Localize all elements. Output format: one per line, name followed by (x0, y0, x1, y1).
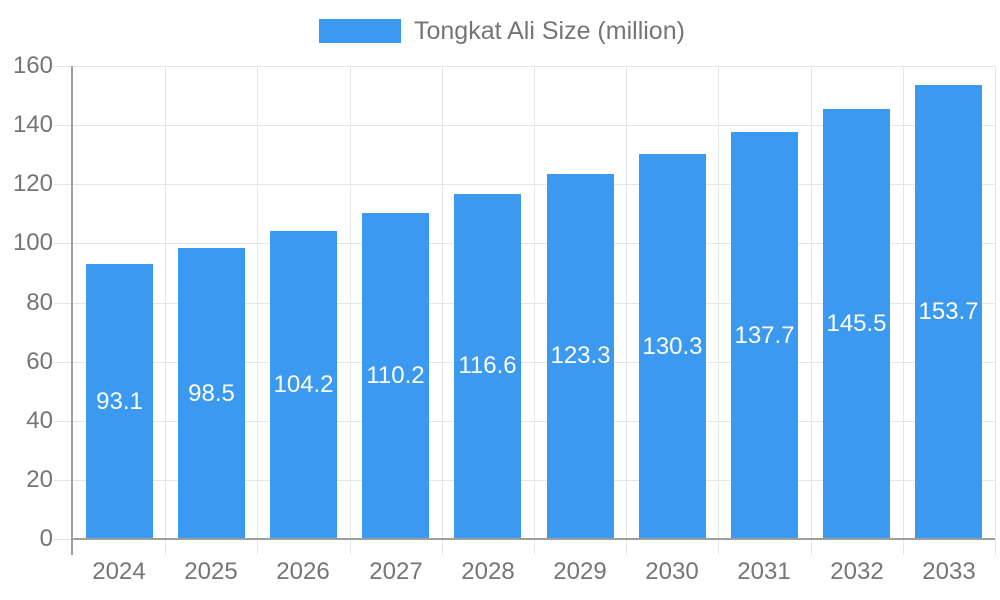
y-axis-tick-label: 20 (26, 465, 53, 493)
v-gridline (811, 66, 812, 555)
v-gridline (995, 66, 996, 555)
bar-value-label: 130.3 (642, 333, 703, 360)
x-axis-tick-label: 2032 (830, 558, 884, 585)
y-axis-tick-label: 120 (12, 170, 53, 198)
bar[interactable]: 116.6 (454, 194, 521, 539)
v-gridline (718, 66, 719, 555)
bar-value-label: 104.2 (273, 371, 334, 398)
y-axis-tick-label: 0 (39, 525, 53, 552)
bar[interactable]: 104.2 (270, 231, 337, 539)
y-axis-tick-label: 80 (26, 288, 53, 316)
v-gridline (350, 66, 351, 555)
v-gridline (165, 66, 166, 555)
y-axis-tick-mark (53, 303, 73, 304)
bar[interactable]: 110.2 (362, 213, 429, 539)
bar-value-label: 137.7 (734, 322, 795, 349)
y-axis-tick-mark (53, 480, 73, 481)
x-axis-tick-label: 2026 (276, 558, 330, 585)
x-axis-tick-label: 2030 (645, 558, 699, 585)
y-axis-tick-mark (53, 539, 73, 540)
bar[interactable]: 130.3 (639, 154, 706, 539)
v-gridline (626, 66, 627, 555)
v-gridline (534, 66, 535, 555)
v-gridline (442, 66, 443, 555)
y-axis-tick-mark (53, 243, 73, 244)
x-axis-tick-label: 2027 (369, 558, 423, 585)
y-axis-tick-label: 140 (12, 111, 53, 139)
bar[interactable]: 145.5 (823, 109, 890, 539)
y-axis-tick-label: 60 (26, 347, 53, 375)
x-axis-tick-label: 2029 (553, 558, 607, 585)
y-axis-tick-label: 100 (12, 229, 53, 257)
y-axis-tick-label: 160 (12, 52, 53, 79)
x-axis-tick-label: 2028 (461, 558, 515, 585)
x-axis-tick-label: 2024 (92, 558, 146, 585)
y-axis-tick-label: 40 (26, 406, 53, 434)
bar[interactable]: 93.1 (86, 264, 153, 539)
y-axis-tick-mark (53, 66, 73, 67)
bar-value-label: 123.3 (550, 342, 611, 369)
y-axis-tick-mark (53, 184, 73, 185)
bar-value-label: 93.1 (96, 388, 143, 415)
x-axis-tick-label: 2025 (184, 558, 238, 585)
bar[interactable]: 153.7 (915, 85, 982, 539)
bar-value-label: 116.6 (458, 352, 517, 379)
legend-series-label: Tongkat Ali Size (million) (414, 17, 685, 45)
bar-value-label: 153.7 (918, 298, 979, 325)
x-axis-tick-label: 2031 (737, 558, 791, 585)
bar-value-label: 98.5 (188, 380, 235, 407)
y-axis-line (71, 66, 73, 555)
bar[interactable]: 123.3 (547, 174, 614, 539)
y-axis-tick-mark (53, 362, 73, 363)
bar-value-label: 110.2 (366, 362, 425, 389)
x-axis-line (71, 538, 995, 540)
bar[interactable]: 137.7 (731, 132, 798, 539)
v-gridline (257, 66, 258, 555)
v-gridline (903, 66, 904, 555)
y-axis-tick-mark (53, 421, 73, 422)
legend-color-swatch (319, 19, 401, 43)
bar[interactable]: 98.5 (178, 248, 245, 539)
y-axis-tick-mark (53, 125, 73, 126)
x-axis-tick-label: 2033 (922, 558, 976, 585)
bar-value-label: 145.5 (826, 310, 887, 337)
